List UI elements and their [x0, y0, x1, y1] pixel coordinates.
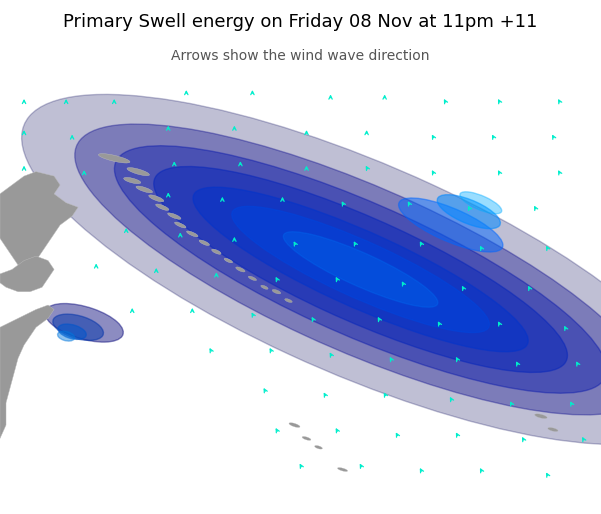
- Ellipse shape: [302, 436, 311, 440]
- Polygon shape: [0, 172, 78, 269]
- Ellipse shape: [315, 446, 322, 449]
- Text: Arrows show the wind wave direction: Arrows show the wind wave direction: [171, 48, 430, 63]
- Ellipse shape: [45, 304, 123, 342]
- Ellipse shape: [398, 198, 503, 252]
- Ellipse shape: [58, 331, 75, 341]
- Ellipse shape: [248, 276, 257, 281]
- Ellipse shape: [437, 195, 501, 229]
- Ellipse shape: [193, 187, 528, 352]
- Ellipse shape: [338, 468, 347, 471]
- Ellipse shape: [58, 324, 87, 339]
- Ellipse shape: [127, 168, 150, 176]
- Ellipse shape: [75, 124, 601, 415]
- Ellipse shape: [236, 267, 245, 272]
- Polygon shape: [0, 256, 54, 292]
- Ellipse shape: [136, 186, 153, 193]
- Ellipse shape: [224, 259, 233, 263]
- Ellipse shape: [289, 423, 300, 428]
- Ellipse shape: [99, 154, 130, 163]
- Ellipse shape: [124, 177, 141, 183]
- Ellipse shape: [283, 232, 438, 307]
- Ellipse shape: [261, 285, 268, 289]
- Ellipse shape: [535, 414, 547, 418]
- Ellipse shape: [53, 314, 103, 340]
- Ellipse shape: [22, 95, 601, 445]
- Ellipse shape: [186, 231, 198, 237]
- Ellipse shape: [232, 206, 489, 333]
- Ellipse shape: [114, 146, 601, 393]
- Ellipse shape: [168, 213, 181, 219]
- Ellipse shape: [212, 249, 221, 254]
- Ellipse shape: [460, 192, 502, 214]
- Text: Primary Swell energy on Friday 08 Nov at 11pm +11: Primary Swell energy on Friday 08 Nov at…: [63, 13, 538, 31]
- Ellipse shape: [548, 428, 558, 432]
- Ellipse shape: [148, 195, 164, 201]
- Ellipse shape: [174, 222, 186, 228]
- Polygon shape: [0, 305, 54, 438]
- Ellipse shape: [199, 240, 210, 246]
- Ellipse shape: [156, 204, 169, 210]
- Ellipse shape: [154, 167, 567, 373]
- Ellipse shape: [272, 289, 281, 294]
- Ellipse shape: [285, 299, 292, 303]
